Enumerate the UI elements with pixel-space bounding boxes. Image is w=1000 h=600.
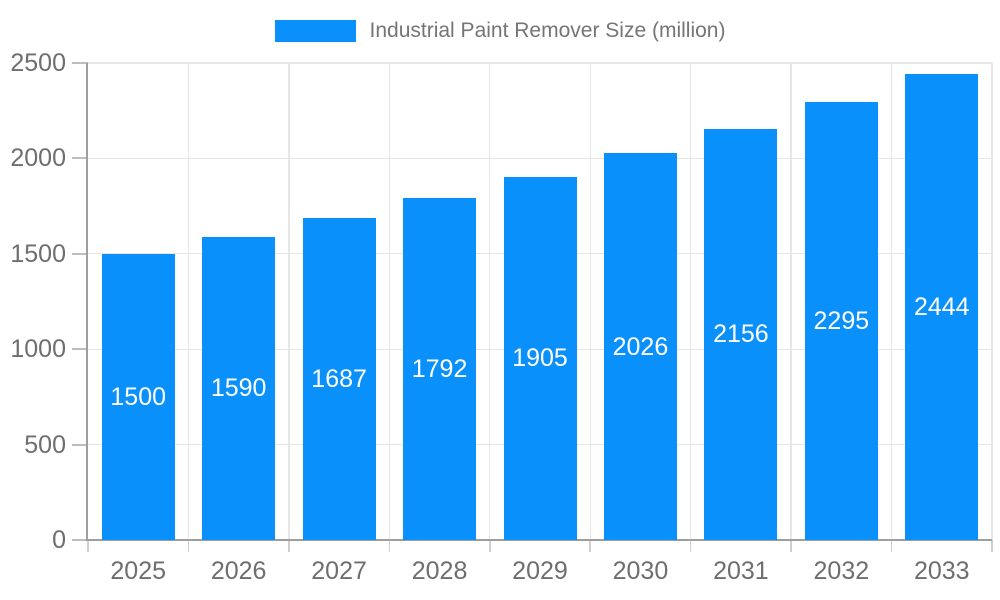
- x-tick-label: 2028: [411, 557, 468, 585]
- bar-value-label: 1687: [311, 365, 367, 394]
- x-tick-mark: [187, 540, 190, 552]
- bar-value-label: 1905: [512, 344, 568, 373]
- bar-2026[interactable]: [202, 236, 276, 540]
- x-tick-mark: [790, 540, 792, 552]
- gridline-vertical: [589, 63, 591, 540]
- gridline-vertical: [388, 63, 391, 540]
- y-tick-label: 1500: [10, 239, 66, 268]
- y-axis-line: [86, 63, 88, 540]
- bar-2033[interactable]: [905, 73, 979, 540]
- x-tick-label: 2031: [713, 557, 769, 585]
- x-tick-mark: [388, 540, 391, 552]
- x-tick-label: 2026: [210, 557, 267, 585]
- x-tick-label: 2025: [110, 557, 167, 585]
- gridline-horizontal: [88, 62, 992, 64]
- bar-2027[interactable]: [302, 218, 376, 540]
- y-tick-mark: [72, 348, 88, 351]
- x-tick-label: 2032: [813, 557, 870, 585]
- bar-2032[interactable]: [804, 102, 878, 540]
- gridline-vertical: [489, 63, 491, 540]
- x-tick-mark: [87, 540, 89, 552]
- x-tick-mark: [589, 540, 591, 552]
- x-tick-mark: [991, 540, 993, 552]
- y-tick-mark: [72, 539, 88, 541]
- bar-value-label: 1500: [110, 382, 167, 411]
- y-tick-mark: [72, 62, 88, 64]
- x-tick-mark: [890, 540, 893, 552]
- bar-value-label: 1792: [411, 355, 468, 384]
- bar-value-label: 2156: [713, 320, 769, 349]
- x-tick-label: 2033: [913, 557, 970, 585]
- bar-value-label: 1590: [210, 374, 267, 403]
- bar-value-label: 2026: [612, 332, 669, 361]
- legend-label: Industrial Paint Remover Size (million): [369, 19, 726, 42]
- gridline-vertical: [187, 63, 190, 540]
- legend-item[interactable]: Industrial Paint Remover Size (million): [0, 19, 1000, 43]
- gridline-vertical: [689, 63, 692, 540]
- gridline-vertical: [790, 63, 792, 540]
- x-tick-mark: [288, 540, 290, 552]
- x-tick-mark: [489, 540, 491, 552]
- bar-2030[interactable]: [603, 153, 677, 540]
- bar-2031[interactable]: [704, 128, 778, 540]
- bar-value-label: 2295: [813, 307, 870, 336]
- bar-2028[interactable]: [403, 198, 477, 540]
- y-tick-label: 0: [52, 526, 66, 554]
- y-tick-label: 1000: [10, 335, 66, 364]
- x-tick-label: 2027: [311, 557, 367, 585]
- x-tick-label: 2029: [512, 557, 568, 585]
- y-tick-mark: [72, 252, 88, 255]
- gridline-vertical: [288, 63, 290, 540]
- y-tick-mark: [72, 157, 88, 160]
- y-tick-label: 2000: [10, 144, 66, 173]
- legend-swatch: [274, 20, 356, 42]
- bar-2029[interactable]: [503, 176, 577, 540]
- bar-value-label: 2444: [913, 292, 970, 321]
- y-tick-label: 500: [24, 430, 66, 459]
- gridline-vertical: [991, 63, 993, 540]
- x-axis-line: [86, 539, 992, 541]
- gridline-vertical: [890, 63, 893, 540]
- y-tick-label: 2500: [10, 49, 66, 77]
- x-tick-label: 2030: [612, 557, 669, 585]
- bar-2025[interactable]: [101, 253, 175, 540]
- y-tick-mark: [72, 443, 88, 446]
- x-tick-mark: [689, 540, 692, 552]
- gridline-horizontal: [88, 157, 992, 160]
